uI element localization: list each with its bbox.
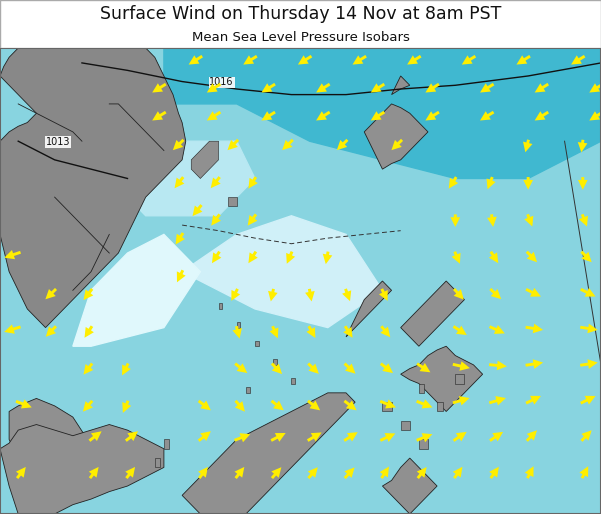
Polygon shape (73, 234, 200, 346)
Polygon shape (164, 48, 601, 178)
Polygon shape (437, 402, 442, 412)
Polygon shape (191, 141, 219, 178)
Text: Surface Wind on Thursday 14 Nov at 8am PST: Surface Wind on Thursday 14 Nov at 8am P… (100, 6, 501, 24)
Text: Mean Sea Level Pressure Isobars: Mean Sea Level Pressure Isobars (192, 31, 409, 44)
Polygon shape (346, 281, 392, 337)
Text: 1016: 1016 (209, 77, 234, 87)
Polygon shape (419, 383, 424, 393)
Polygon shape (0, 48, 186, 327)
Polygon shape (237, 322, 240, 327)
Text: 1013: 1013 (46, 137, 70, 147)
Polygon shape (82, 481, 95, 491)
Polygon shape (419, 439, 428, 449)
Polygon shape (382, 458, 437, 514)
Polygon shape (219, 303, 222, 309)
Polygon shape (182, 216, 382, 327)
Polygon shape (255, 341, 258, 346)
Polygon shape (273, 359, 277, 365)
Polygon shape (127, 141, 255, 216)
Polygon shape (291, 378, 295, 383)
Polygon shape (0, 425, 164, 514)
Polygon shape (182, 393, 355, 514)
Polygon shape (392, 76, 410, 95)
Polygon shape (401, 346, 483, 412)
Polygon shape (364, 104, 428, 169)
Polygon shape (401, 281, 465, 346)
Polygon shape (401, 421, 410, 430)
Polygon shape (456, 374, 465, 383)
Polygon shape (246, 387, 249, 393)
Polygon shape (228, 197, 237, 207)
Polygon shape (155, 458, 160, 467)
Polygon shape (382, 402, 392, 412)
Polygon shape (164, 439, 169, 449)
Polygon shape (9, 398, 91, 486)
